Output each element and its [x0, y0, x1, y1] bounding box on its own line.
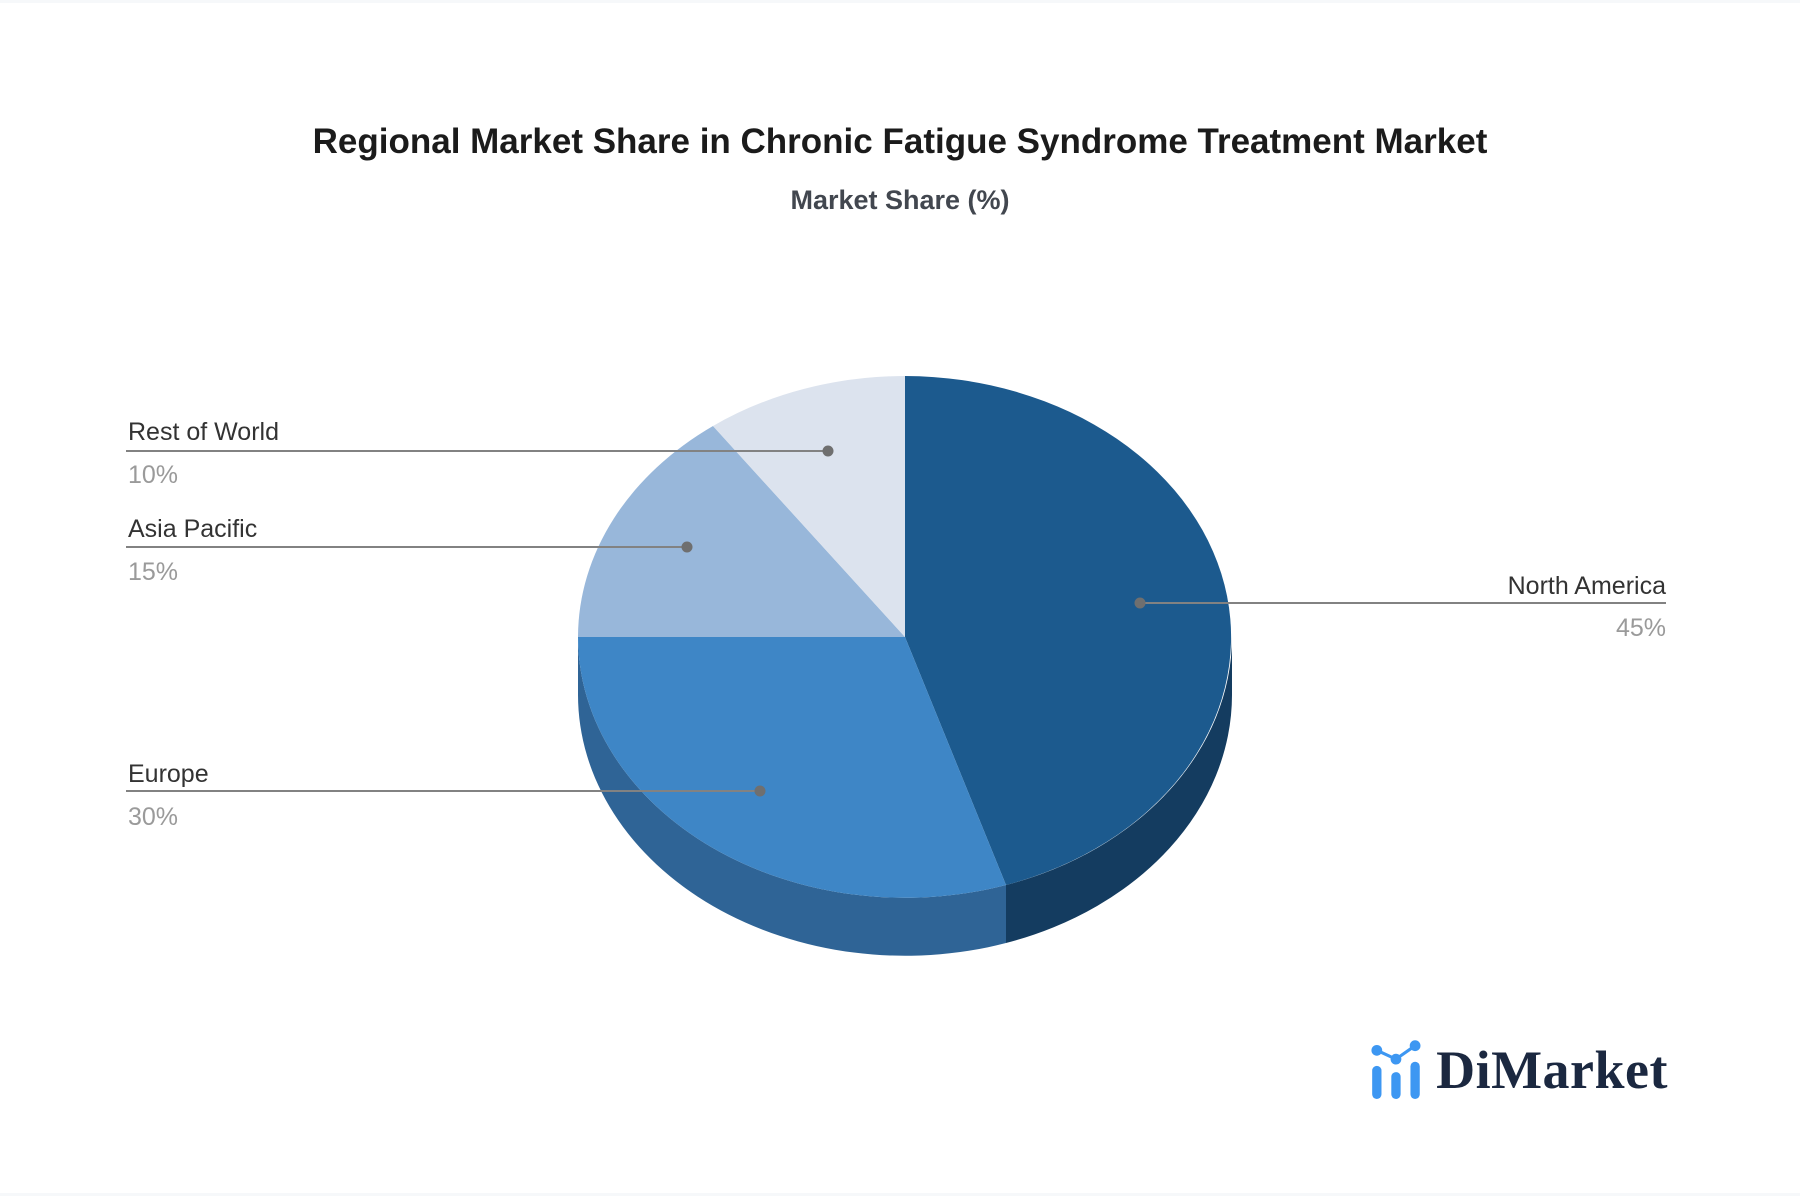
label-north-america: North America [1507, 572, 1666, 600]
chart-title: Regional Market Share in Chronic Fatigue… [312, 122, 1488, 161]
label-europe: Europe [128, 760, 209, 788]
value-asia-pacific: 15% [128, 558, 179, 586]
slice-north-america-side [1006, 637, 1232, 943]
chart-subtitle: Market Share (%) [790, 185, 1010, 215]
bottom-border [0, 1193, 1800, 1196]
slice-north-america[interactable] [905, 376, 1232, 885]
value-north-america: 45% [1615, 614, 1666, 642]
value-europe: 30% [128, 803, 179, 831]
label-rest-of-world: Rest of World [128, 418, 279, 446]
leader-dot-north-america [1134, 597, 1146, 609]
leader-dot-europe [754, 785, 766, 797]
bar-chart-trend-icon [1371, 1040, 1421, 1099]
leader-dot-rest-of-world [822, 445, 834, 457]
slice-rest-of-world[interactable] [713, 376, 905, 637]
value-rest-of-world: 10% [128, 461, 179, 489]
leader-dot-asia-pacific [681, 541, 693, 553]
top-border [0, 0, 1800, 3]
slice-asia-pacific[interactable] [578, 426, 905, 637]
slice-europe-side [578, 637, 1006, 956]
brand-wordmark: DiMarket [1436, 1040, 1668, 1100]
slice-europe[interactable] [578, 637, 1006, 898]
brand-logo: DiMarket [1371, 1040, 1668, 1100]
label-asia-pacific: Asia Pacific [128, 515, 258, 543]
